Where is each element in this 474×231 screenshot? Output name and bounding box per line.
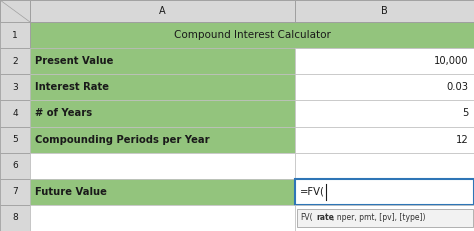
- Text: 5: 5: [12, 135, 18, 144]
- Text: B: B: [381, 6, 388, 16]
- Bar: [30, 179, 295, 205]
- Bar: [297, 209, 473, 227]
- Bar: [30, 100, 295, 127]
- Bar: [295, 153, 474, 179]
- Bar: [30, 205, 295, 231]
- Text: =FV(: =FV(: [300, 187, 325, 197]
- Text: 6: 6: [12, 161, 18, 170]
- Bar: [30, 127, 295, 153]
- Text: 10,000: 10,000: [434, 56, 468, 66]
- Text: Compounding Periods per Year: Compounding Periods per Year: [35, 135, 210, 145]
- Bar: [295, 74, 474, 100]
- Bar: [30, 48, 295, 74]
- Bar: [0, 205, 30, 231]
- Bar: [0, 179, 30, 205]
- Bar: [30, 22, 474, 48]
- Text: Interest Rate: Interest Rate: [35, 82, 109, 92]
- Text: Future Value: Future Value: [35, 187, 107, 197]
- Bar: [295, 127, 474, 153]
- Bar: [30, 153, 295, 179]
- Text: 4: 4: [12, 109, 18, 118]
- Bar: [0, 153, 30, 179]
- Bar: [0, 22, 30, 48]
- Text: Present Value: Present Value: [35, 56, 113, 66]
- Text: 8: 8: [12, 213, 18, 222]
- Text: rate: rate: [316, 213, 334, 222]
- Bar: [0, 48, 30, 74]
- Bar: [0, 74, 30, 100]
- Bar: [0, 0, 30, 22]
- Bar: [0, 127, 30, 153]
- Bar: [30, 74, 295, 100]
- Bar: [295, 100, 474, 127]
- Text: Compound Interest Calculator: Compound Interest Calculator: [173, 30, 330, 40]
- Bar: [0, 100, 30, 127]
- Text: 0.03: 0.03: [447, 82, 468, 92]
- Bar: [295, 179, 474, 205]
- Text: 1: 1: [12, 30, 18, 40]
- Text: 5: 5: [462, 108, 468, 119]
- Bar: [30, 0, 295, 22]
- Text: 12: 12: [456, 135, 468, 145]
- Bar: [295, 48, 474, 74]
- Text: , nper, pmt, [pv], [type]): , nper, pmt, [pv], [type]): [332, 213, 426, 222]
- Bar: [295, 0, 474, 22]
- Text: 7: 7: [12, 187, 18, 196]
- Text: FV(: FV(: [301, 213, 313, 222]
- Text: 3: 3: [12, 83, 18, 92]
- Text: # of Years: # of Years: [35, 108, 92, 119]
- Bar: [295, 205, 474, 231]
- Text: 2: 2: [12, 57, 18, 66]
- Text: A: A: [159, 6, 166, 16]
